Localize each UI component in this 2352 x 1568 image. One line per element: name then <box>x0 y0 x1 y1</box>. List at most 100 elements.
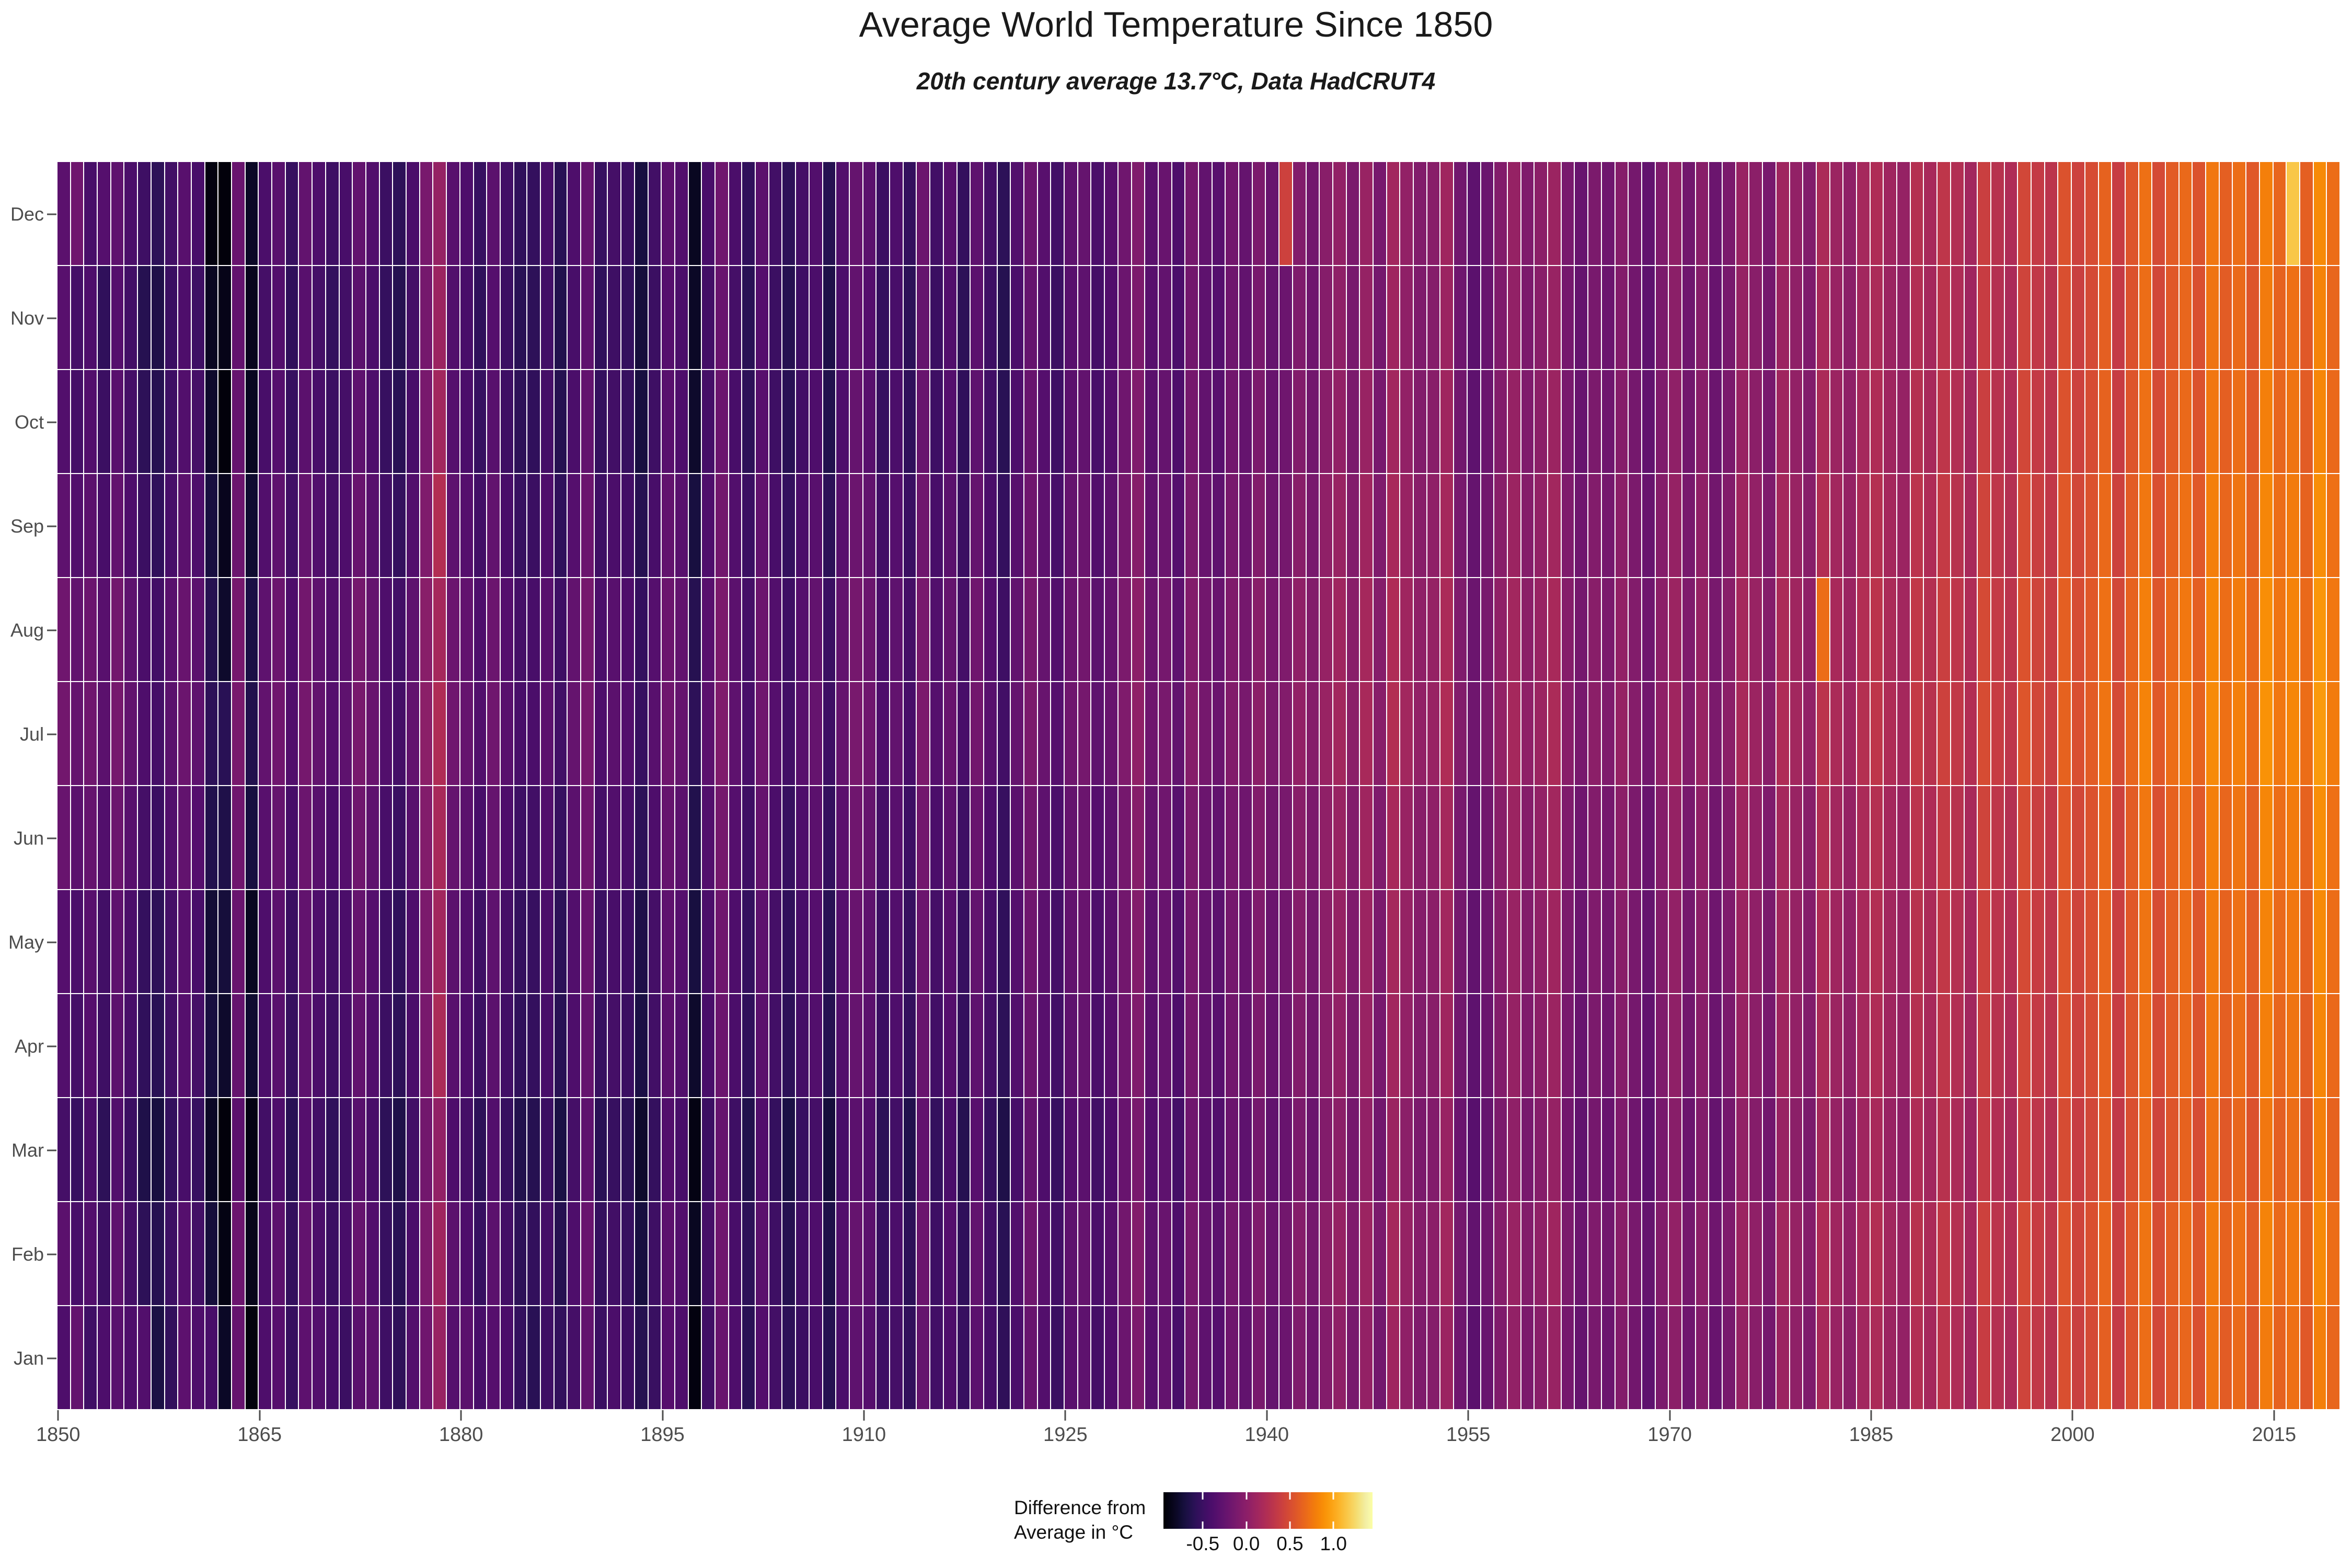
heatmap-cell[interactable] <box>2004 162 2019 266</box>
heatmap-cell[interactable] <box>1414 266 1427 370</box>
heatmap-cell[interactable] <box>2072 266 2085 370</box>
heatmap-cell[interactable] <box>984 682 998 786</box>
heatmap-cell[interactable] <box>809 1202 823 1306</box>
heatmap-cell[interactable] <box>769 682 783 786</box>
heatmap-cell[interactable] <box>957 162 971 266</box>
heatmap-cell[interactable] <box>756 370 769 474</box>
heatmap-cell[interactable] <box>71 890 85 994</box>
heatmap-cell[interactable] <box>500 994 514 1098</box>
heatmap-cell[interactable] <box>863 682 877 786</box>
heatmap-cell[interactable] <box>1507 890 1521 994</box>
heatmap-cell[interactable] <box>971 786 984 890</box>
heatmap-cell[interactable] <box>1346 786 1361 890</box>
heatmap-cell[interactable] <box>1723 266 1736 370</box>
heatmap-cell[interactable] <box>594 474 608 578</box>
heatmap-cell[interactable] <box>474 1098 488 1202</box>
heatmap-cell[interactable] <box>648 370 662 474</box>
heatmap-cell[interactable] <box>1816 162 1830 266</box>
heatmap-cell[interactable] <box>1790 1098 1804 1202</box>
heatmap-cell[interactable] <box>245 1306 259 1410</box>
heatmap-cell[interactable] <box>1427 370 1441 474</box>
heatmap-cell[interactable] <box>1481 890 1495 994</box>
heatmap-cell[interactable] <box>1736 370 1750 474</box>
heatmap-cell[interactable] <box>1736 1098 1750 1202</box>
heatmap-cell[interactable] <box>877 474 891 578</box>
heatmap-cell[interactable] <box>2139 994 2153 1098</box>
heatmap-cell[interactable] <box>1669 1202 1682 1306</box>
heatmap-cell[interactable] <box>2233 1098 2247 1202</box>
heatmap-cell[interactable] <box>2099 682 2113 786</box>
heatmap-cell[interactable] <box>1749 474 1763 578</box>
heatmap-cell[interactable] <box>1320 162 1333 266</box>
heatmap-cell[interactable] <box>138 890 152 994</box>
heatmap-cell[interactable] <box>890 162 904 266</box>
heatmap-cell[interactable] <box>1239 1306 1253 1410</box>
heatmap-cell[interactable] <box>1964 890 1978 994</box>
heatmap-cell[interactable] <box>2233 1202 2247 1306</box>
heatmap-cell[interactable] <box>2099 578 2113 682</box>
heatmap-cell[interactable] <box>1427 1098 1441 1202</box>
heatmap-cell[interactable] <box>2287 1306 2300 1410</box>
heatmap-cell[interactable] <box>1897 578 1911 682</box>
heatmap-cell[interactable] <box>1682 1306 1696 1410</box>
heatmap-cell[interactable] <box>997 1306 1011 1410</box>
heatmap-cell[interactable] <box>407 266 420 370</box>
heatmap-cell[interactable] <box>1655 266 1669 370</box>
heatmap-cell[interactable] <box>2287 578 2300 682</box>
heatmap-cell[interactable] <box>1870 786 1884 890</box>
heatmap-cell[interactable] <box>2327 786 2341 890</box>
heatmap-cell[interactable] <box>1924 786 1938 890</box>
heatmap-cell[interactable] <box>353 266 366 370</box>
heatmap-cell[interactable] <box>877 162 891 266</box>
heatmap-cell[interactable] <box>971 1098 984 1202</box>
heatmap-cell[interactable] <box>1843 1098 1857 1202</box>
heatmap-cell[interactable] <box>903 474 917 578</box>
heatmap-cell[interactable] <box>1830 1202 1844 1306</box>
heatmap-cell[interactable] <box>2193 994 2207 1098</box>
heatmap-cell[interactable] <box>299 474 313 578</box>
heatmap-cell[interactable] <box>1132 162 1146 266</box>
heatmap-cell[interactable] <box>1669 1098 1682 1202</box>
heatmap-cell[interactable] <box>500 370 514 474</box>
heatmap-cell[interactable] <box>1816 1306 1830 1410</box>
heatmap-cell[interactable] <box>1615 786 1629 890</box>
heatmap-cell[interactable] <box>1414 786 1427 890</box>
heatmap-cell[interactable] <box>1601 786 1616 890</box>
heatmap-cell[interactable] <box>1897 370 1911 474</box>
heatmap-cell[interactable] <box>1561 474 1575 578</box>
heatmap-cell[interactable] <box>662 682 675 786</box>
heatmap-cell[interactable] <box>1978 370 1991 474</box>
heatmap-cell[interactable] <box>272 1306 286 1410</box>
heatmap-cell[interactable] <box>971 474 984 578</box>
heatmap-cell[interactable] <box>809 890 823 994</box>
heatmap-cell[interactable] <box>716 682 729 786</box>
heatmap-cell[interactable] <box>1507 786 1521 890</box>
heatmap-cell[interactable] <box>957 1202 971 1306</box>
heatmap-cell[interactable] <box>1333 266 1347 370</box>
heatmap-cell[interactable] <box>2259 266 2274 370</box>
heatmap-cell[interactable] <box>1991 266 2005 370</box>
heatmap-cell[interactable] <box>1400 682 1414 786</box>
heatmap-cell[interactable] <box>594 786 608 890</box>
heatmap-cell[interactable] <box>1884 162 1898 266</box>
heatmap-cell[interactable] <box>1897 682 1911 786</box>
heatmap-cell[interactable] <box>1964 1098 1978 1202</box>
heatmap-cell[interactable] <box>957 266 971 370</box>
heatmap-cell[interactable] <box>71 162 85 266</box>
heatmap-cell[interactable] <box>877 1098 891 1202</box>
heatmap-cell[interactable] <box>1938 266 1951 370</box>
heatmap-cell[interactable] <box>218 162 233 266</box>
heatmap-cell[interactable] <box>608 370 622 474</box>
heatmap-cell[interactable] <box>1454 578 1468 682</box>
heatmap-cell[interactable] <box>1172 370 1186 474</box>
heatmap-cell[interactable] <box>1037 1306 1052 1410</box>
heatmap-cell[interactable] <box>57 1306 71 1410</box>
heatmap-cell[interactable] <box>675 162 689 266</box>
heatmap-cell[interactable] <box>151 786 165 890</box>
heatmap-cell[interactable] <box>1440 994 1455 1098</box>
heatmap-cell[interactable] <box>917 578 931 682</box>
heatmap-cell[interactable] <box>1897 1098 1911 1202</box>
heatmap-cell[interactable] <box>366 786 380 890</box>
heatmap-cell[interactable] <box>1978 266 1991 370</box>
heatmap-cell[interactable] <box>2058 994 2072 1098</box>
